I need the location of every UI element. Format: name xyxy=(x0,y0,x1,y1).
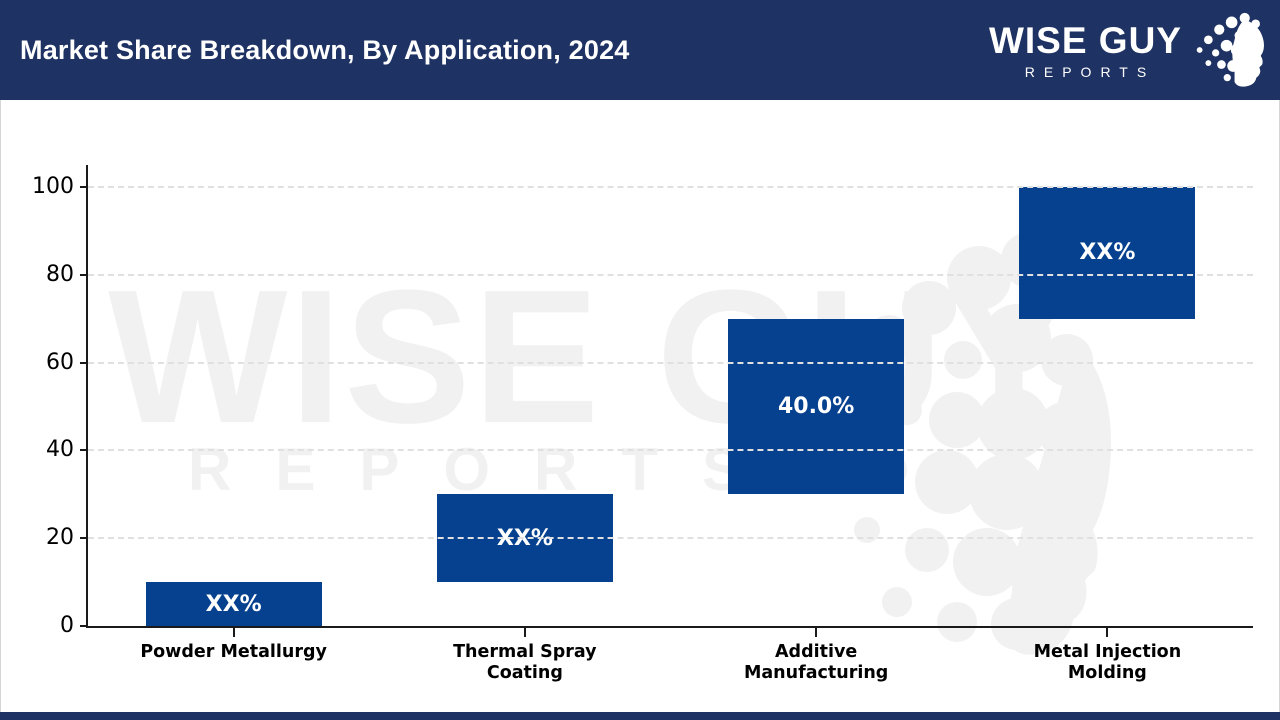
y-tick-mark xyxy=(80,361,88,364)
bar-metal-injection-molding: XX% xyxy=(1019,187,1196,319)
x-tick-mark xyxy=(815,628,818,637)
x-tick-mark xyxy=(1106,628,1109,637)
gridline xyxy=(88,273,1253,276)
brand-logo: WISE GUY REPORTS xyxy=(989,0,1268,100)
y-tick-label: 60 xyxy=(46,349,74,375)
y-tick-mark xyxy=(80,186,88,188)
y-tick-mark xyxy=(80,273,88,276)
bar-value-label: XX% xyxy=(205,591,262,617)
y-tick-label: 100 xyxy=(32,174,74,199)
gridline xyxy=(88,186,1253,188)
header: Market Share Breakdown, By Application, … xyxy=(0,0,1280,100)
y-tick-label: 20 xyxy=(46,525,74,551)
x-tick-label: Metal Injection Molding xyxy=(1033,642,1182,684)
y-tick-mark xyxy=(80,537,88,540)
y-axis-spine xyxy=(86,165,88,628)
logo-reports-text: REPORTS xyxy=(1024,63,1156,80)
bar-powder-metallurgy: XX% xyxy=(145,582,322,626)
gridline xyxy=(88,537,1253,540)
x-tick-label: Powder Metallurgy xyxy=(140,642,327,662)
y-tick-label: 0 xyxy=(60,613,74,638)
x-axis-line xyxy=(86,626,1253,628)
footer-strip xyxy=(0,712,1280,720)
bar-value-label: XX% xyxy=(1079,240,1136,266)
y-tick-mark xyxy=(80,625,88,627)
x-tick-label: Thermal Spray Coating xyxy=(453,642,597,684)
bar-additive-manufacturing: 40.0% xyxy=(728,318,905,495)
logo-head-icon xyxy=(1196,12,1264,87)
x-tick-mark xyxy=(232,628,235,637)
y-tick-label: 80 xyxy=(46,261,74,287)
x-tick-label: Additive Manufacturing xyxy=(743,642,889,684)
gridline xyxy=(88,361,1253,364)
logo-wiseguy-text: WISE GUY xyxy=(988,19,1182,61)
gridline xyxy=(88,449,1253,452)
x-tick-mark xyxy=(523,628,526,637)
y-tick-label: 40 xyxy=(46,437,74,463)
page-title: Market Share Breakdown, By Application, … xyxy=(20,34,630,65)
y-tick-mark xyxy=(80,449,88,452)
bar-value-label: 40.0% xyxy=(777,393,855,419)
